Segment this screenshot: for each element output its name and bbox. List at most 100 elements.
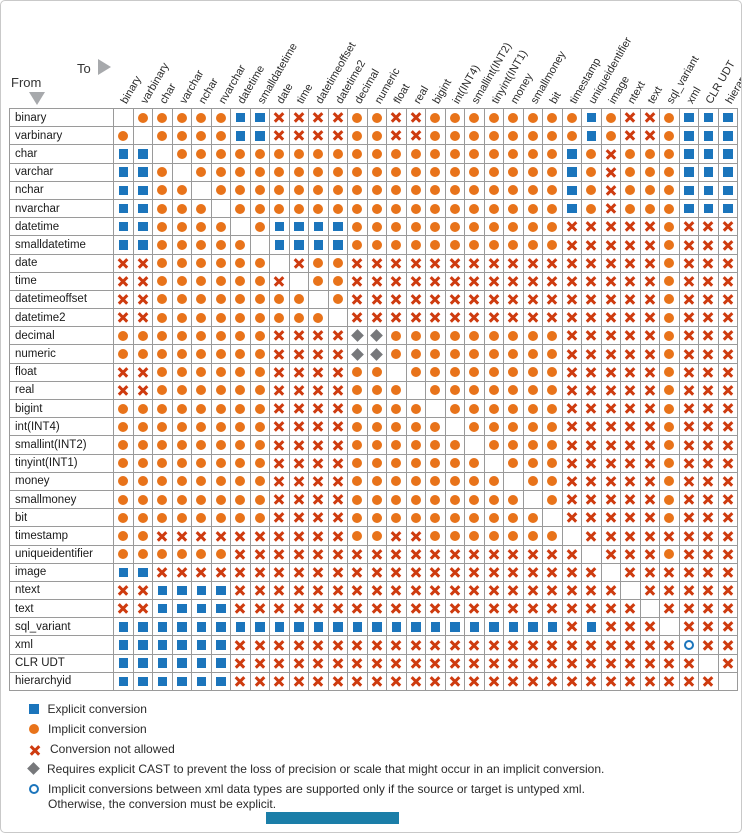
implicit-icon: [547, 494, 558, 505]
matrix-cell: [133, 563, 153, 582]
matrix-cell: [387, 163, 407, 182]
implicit-icon: [352, 439, 363, 450]
matrix-cell: [601, 327, 621, 346]
not-allowed-icon: [273, 584, 285, 596]
matrix-cell: [543, 418, 563, 437]
implicit-icon: [430, 330, 441, 341]
matrix-cell: [348, 218, 368, 237]
matrix-cell: [523, 581, 543, 601]
matrix-cell: [562, 127, 582, 146]
implicit-icon: [313, 276, 324, 287]
matrix-cell: [660, 600, 680, 619]
not-allowed-icon: [293, 457, 305, 469]
matrix-cell: [172, 145, 192, 164]
not-allowed-icon: [468, 566, 480, 578]
matrix-cell: [231, 236, 251, 255]
matrix-cell: [679, 218, 699, 237]
not-allowed-icon: [624, 639, 636, 651]
not-allowed-icon: [312, 421, 324, 433]
implicit-icon: [547, 385, 558, 396]
not-allowed-icon: [702, 621, 714, 633]
matrix-cell: [601, 672, 621, 691]
matrix-cell: [660, 527, 680, 546]
matrix-cell: [582, 199, 602, 219]
implicit-icon: [410, 439, 421, 450]
matrix-cell: [270, 454, 290, 473]
matrix-cell: [523, 545, 543, 564]
matrix-cell: [679, 327, 699, 346]
not-allowed-icon: [702, 675, 714, 687]
not-allowed-icon: [585, 512, 597, 524]
matrix-cell: [718, 381, 738, 400]
matrix-cell: [465, 618, 485, 637]
matrix-cell: [406, 127, 426, 146]
matrix-cell: [348, 418, 368, 437]
matrix-cell: [601, 290, 621, 310]
implicit-icon: [313, 148, 324, 159]
matrix-cell: [367, 345, 387, 364]
implicit-icon: [196, 239, 207, 250]
column-header: text: [645, 84, 665, 106]
not-allowed-icon: [117, 603, 129, 615]
not-allowed-icon: [293, 548, 305, 560]
matrix-cell: [153, 109, 173, 128]
matrix-cell: [582, 145, 602, 164]
matrix-cell: [621, 363, 641, 382]
matrix-cell: [270, 181, 290, 200]
matrix-cell: [699, 472, 719, 491]
matrix-cell: [582, 272, 602, 291]
not-allowed-icon: [507, 584, 519, 596]
not-allowed-icon: [488, 566, 500, 578]
implicit-icon: [449, 439, 460, 450]
implicit-icon: [196, 203, 207, 214]
implicit-icon: [449, 148, 460, 159]
not-allowed-icon: [624, 530, 636, 542]
implicit-icon: [664, 185, 675, 196]
matrix-cell: [114, 236, 134, 255]
implicit-icon: [527, 458, 538, 469]
implicit-icon: [508, 148, 519, 159]
not-allowed-icon: [546, 657, 558, 669]
matrix-cell: [699, 309, 719, 328]
matrix-cell: [523, 436, 543, 455]
not-allowed-icon: [546, 675, 558, 687]
matrix-cell: [699, 199, 719, 219]
explicit-icon: [235, 112, 245, 123]
matrix-cell: [406, 654, 426, 673]
implicit-icon: [664, 367, 675, 378]
matrix-cell: [543, 563, 563, 582]
matrix-cell: [640, 472, 660, 491]
matrix-cell: [133, 490, 153, 510]
implicit-icon: [254, 330, 265, 341]
matrix-cell: [270, 236, 290, 255]
not-allowed-icon: [293, 330, 305, 342]
explicit-icon: [216, 585, 226, 596]
matrix-cell: [426, 454, 446, 473]
implicit-icon: [332, 276, 343, 287]
implicit-icon: [547, 167, 558, 178]
matrix-cell: [445, 254, 465, 273]
matrix-cell: [250, 472, 270, 491]
matrix-cell: [718, 199, 738, 219]
not-allowed-icon: [312, 584, 324, 596]
matrix-cell: [172, 545, 192, 564]
not-allowed-icon: [410, 548, 422, 560]
implicit-icon: [254, 512, 265, 523]
explicit-icon: [138, 676, 148, 687]
explicit-icon: [703, 131, 713, 141]
implicit-icon: [352, 239, 363, 250]
matrix-cell: [231, 290, 251, 310]
matrix-cell: [718, 145, 738, 164]
matrix-cell: [718, 290, 738, 310]
explicit-icon: [703, 203, 713, 214]
implicit-icon: [118, 403, 129, 414]
not-allowed-icon: [351, 312, 363, 324]
matrix-cell: [348, 672, 368, 691]
matrix-cell: [328, 199, 348, 219]
implicit-icon: [527, 349, 538, 360]
matrix-cell: [270, 581, 290, 601]
not-allowed-icon: [683, 257, 695, 269]
matrix-cell: [172, 527, 192, 546]
implicit-icon: [176, 185, 187, 196]
implicit-icon: [157, 549, 168, 560]
